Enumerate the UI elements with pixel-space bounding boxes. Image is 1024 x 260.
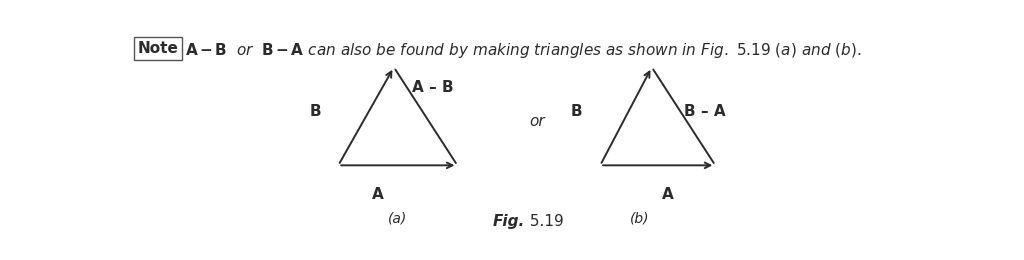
Text: B: B bbox=[309, 104, 321, 119]
Text: A – B: A – B bbox=[412, 80, 454, 95]
Text: B: B bbox=[570, 104, 582, 119]
Text: (b): (b) bbox=[630, 211, 649, 225]
Text: A: A bbox=[662, 187, 674, 202]
Text: Note: Note bbox=[137, 41, 178, 56]
Text: or: or bbox=[528, 114, 545, 129]
Text: (a): (a) bbox=[388, 211, 408, 225]
Text: $\bf{A}$$\,\mathbf{-}\,$$\bf{B}$$\it{\ \ or\ \ }$$\bf{B}$$\,\mathbf{-}\,$$\bf{A}: $\bf{A}$$\,\mathbf{-}\,$$\bf{B}$$\it{\ \… bbox=[185, 41, 862, 60]
Text: B – A: B – A bbox=[684, 104, 725, 119]
Text: 5.19: 5.19 bbox=[524, 214, 563, 229]
Text: A: A bbox=[372, 187, 384, 202]
Text: Fig.: Fig. bbox=[493, 214, 524, 229]
